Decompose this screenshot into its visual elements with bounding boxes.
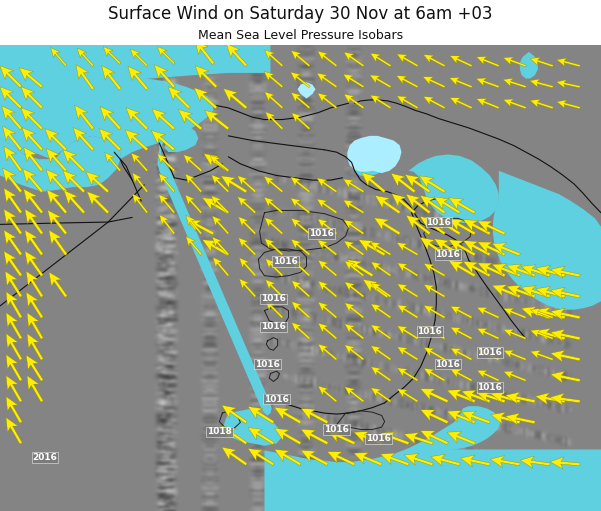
Polygon shape bbox=[297, 82, 316, 99]
Text: 1016: 1016 bbox=[426, 218, 451, 226]
Text: 2016: 2016 bbox=[32, 453, 58, 462]
Text: 1016: 1016 bbox=[366, 434, 391, 443]
Polygon shape bbox=[6, 101, 78, 150]
Text: 1016: 1016 bbox=[477, 383, 502, 392]
Polygon shape bbox=[0, 45, 270, 154]
Text: 1016: 1016 bbox=[261, 294, 286, 304]
Polygon shape bbox=[157, 120, 272, 415]
Polygon shape bbox=[493, 171, 601, 310]
Polygon shape bbox=[347, 136, 401, 173]
Text: 1016: 1016 bbox=[324, 425, 349, 434]
Text: 1016: 1016 bbox=[273, 257, 298, 266]
Polygon shape bbox=[0, 45, 120, 192]
Text: 1016: 1016 bbox=[435, 360, 460, 369]
Text: 1016: 1016 bbox=[261, 322, 286, 332]
Polygon shape bbox=[222, 408, 282, 446]
Text: 1016: 1016 bbox=[309, 229, 334, 238]
Polygon shape bbox=[0, 45, 213, 159]
Polygon shape bbox=[520, 52, 538, 79]
Text: 1016: 1016 bbox=[477, 348, 502, 357]
Text: 1016: 1016 bbox=[255, 360, 280, 369]
Polygon shape bbox=[409, 154, 499, 223]
Text: 1016: 1016 bbox=[435, 250, 460, 259]
Text: Surface Wind on Saturday 30 Nov at 6am +03: Surface Wind on Saturday 30 Nov at 6am +… bbox=[108, 6, 493, 24]
Text: 1016: 1016 bbox=[264, 394, 289, 404]
Polygon shape bbox=[264, 406, 601, 511]
Text: 1018: 1018 bbox=[207, 427, 232, 436]
Text: Mean Sea Level Pressure Isobars: Mean Sea Level Pressure Isobars bbox=[198, 29, 403, 41]
Polygon shape bbox=[350, 136, 395, 176]
Text: 1016: 1016 bbox=[417, 327, 442, 336]
